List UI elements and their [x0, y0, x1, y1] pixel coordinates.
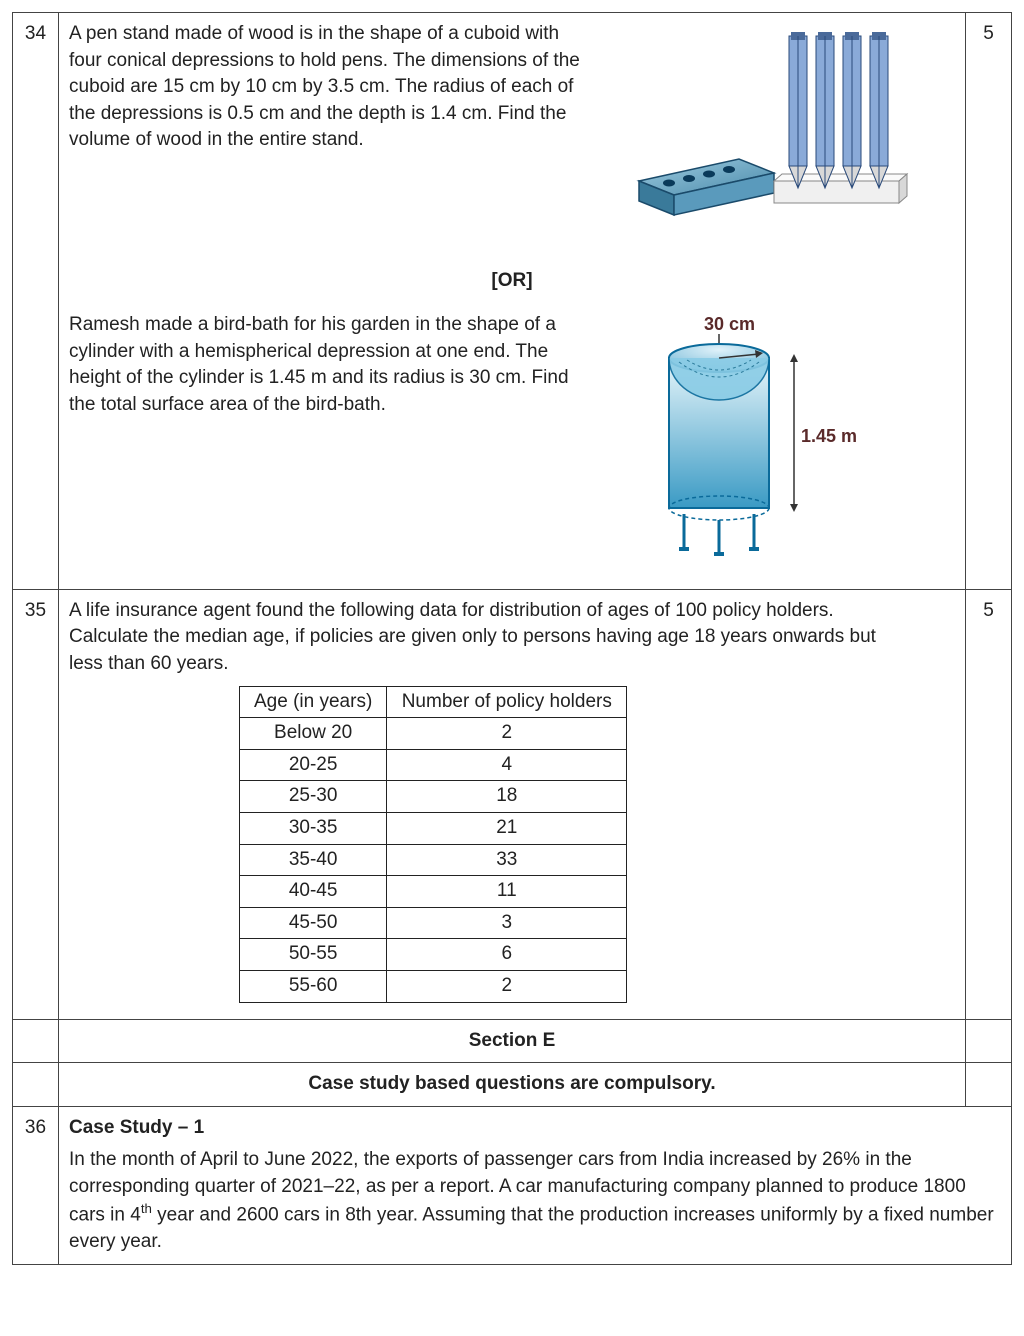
- pens-icon: [789, 32, 888, 188]
- table-row: 35-4033: [240, 844, 627, 876]
- row-section-e: Section E: [13, 1019, 1012, 1063]
- row-q36: 36 Case Study – 1 In the month of April …: [13, 1106, 1012, 1264]
- q34-fig2: 30 cm: [609, 312, 889, 581]
- table-row: 25-3018: [240, 781, 627, 813]
- q35-table: Age (in years) Number of policy holders …: [239, 686, 627, 1003]
- table-row: Below 202: [240, 718, 627, 750]
- or-label: [OR]: [69, 268, 955, 295]
- q35-intro: A life insurance agent found the followi…: [69, 598, 879, 678]
- q36-title: Case Study – 1: [69, 1115, 1001, 1142]
- table-row: 30-3521: [240, 812, 627, 844]
- table-row: 20-254: [240, 749, 627, 781]
- th-count: Number of policy holders: [387, 686, 627, 718]
- table-row: 45-503: [240, 907, 627, 939]
- q35-body: A life insurance agent found the followi…: [59, 589, 966, 1019]
- section-e-title: Section E: [59, 1019, 966, 1063]
- q34-partB: Ramesh made a bird-bath for his garden i…: [69, 312, 589, 581]
- table-row: 50-556: [240, 939, 627, 971]
- section-e-subtitle: Case study based questions are compulsor…: [59, 1063, 966, 1107]
- q36-num: 36: [13, 1106, 59, 1264]
- row-section-e-sub: Case study based questions are compulsor…: [13, 1063, 1012, 1107]
- q34-body: A pen stand made of wood is in the shape…: [59, 13, 966, 590]
- row-q34: 34 A pen stand made of wood is in the sh…: [13, 13, 1012, 590]
- radius-label: 30 cm: [704, 314, 755, 334]
- q34-num: 34: [13, 13, 59, 590]
- table-row: 55-602: [240, 970, 627, 1002]
- q34-fig1: [609, 21, 909, 250]
- height-label: 1.45 m: [801, 426, 857, 446]
- q36-body: Case Study – 1 In the month of April to …: [59, 1106, 1012, 1264]
- q35-num: 35: [13, 589, 59, 1019]
- row-q35: 35 A life insurance agent found the foll…: [13, 589, 1012, 1019]
- th-age: Age (in years): [240, 686, 387, 718]
- table-header-row: Age (in years) Number of policy holders: [240, 686, 627, 718]
- q34-partA: A pen stand made of wood is in the shape…: [69, 21, 589, 250]
- q36-text: In the month of April to June 2022, the …: [69, 1147, 1001, 1256]
- table-row: 40-4511: [240, 876, 627, 908]
- q34-marks: 5: [966, 13, 1012, 590]
- q35-marks: 5: [966, 589, 1012, 1019]
- exam-table: 34 A pen stand made of wood is in the sh…: [12, 12, 1012, 1265]
